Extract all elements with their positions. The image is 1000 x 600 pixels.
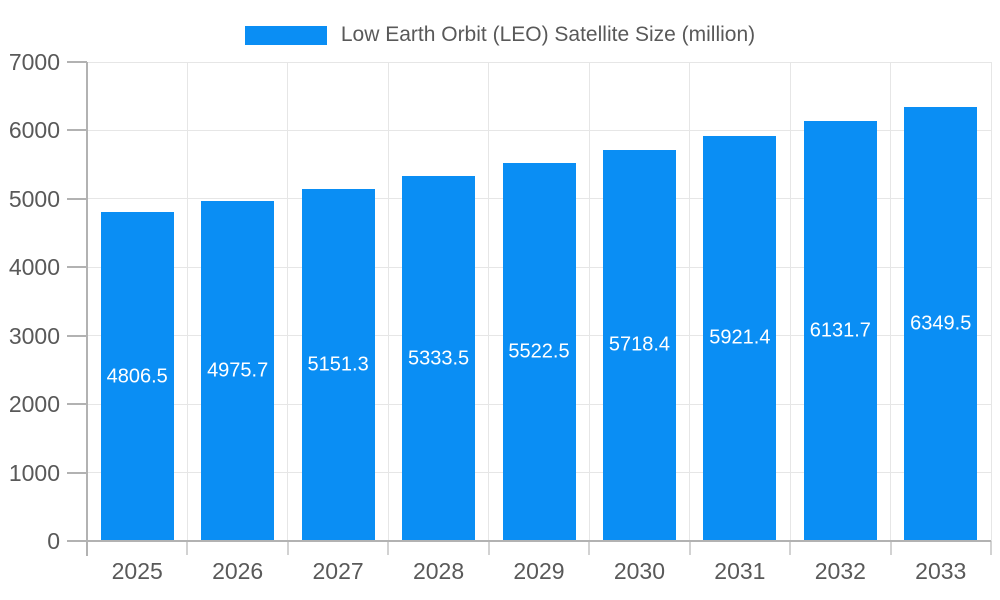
y-axis-label-4000: 4000 [8, 254, 60, 281]
y-axis-label-2000: 2000 [8, 391, 60, 418]
x-gridline-1 [186, 62, 188, 541]
x-axis-tick-7 [789, 541, 792, 555]
x-gridline-5 [588, 62, 590, 541]
x-gridline-9 [990, 62, 992, 541]
y-axis-tick-4000 [67, 266, 87, 269]
x-axis-label-2026: 2026 [212, 558, 264, 584]
y-axis-tick-7000 [67, 61, 87, 63]
chart-legend: Low Earth Orbit (LEO) Satellite Size (mi… [0, 22, 1000, 48]
bar-value-label-2030: 5718.4 [608, 333, 671, 356]
x-axis-label-2025: 2025 [111, 558, 163, 584]
x-axis-label-2027: 2027 [312, 558, 364, 584]
y-axis-label-6000: 6000 [8, 117, 60, 144]
x-axis-tick-9 [990, 541, 992, 555]
y-axis-tick-6000 [67, 129, 87, 132]
x-axis-tick-6 [688, 541, 691, 555]
x-axis-tick-8 [889, 541, 892, 555]
x-gridline-7 [789, 62, 791, 541]
x-axis-label-2030: 2030 [613, 558, 666, 584]
bar-value-label-2031: 5921.4 [709, 326, 771, 349]
bar-2027[interactable]: 5151.3 [301, 188, 375, 541]
y-axis-tick-5000 [67, 197, 87, 200]
x-axis-tick-3 [387, 541, 390, 555]
bar-value-label-2025: 4806.5 [106, 365, 168, 388]
y-axis-line [86, 62, 88, 556]
x-axis-tick-2 [286, 541, 289, 555]
y-axis-tick-2000 [67, 403, 87, 406]
x-axis-baseline [87, 540, 991, 542]
x-axis-tick-1 [186, 541, 189, 555]
x-axis-tick-5 [588, 541, 591, 555]
y-axis-label-0: 0 [47, 528, 60, 554]
bar-value-label-2027: 5151.3 [307, 353, 369, 376]
x-axis-tick-4 [487, 541, 490, 555]
bar-value-label-2032: 6131.7 [809, 319, 871, 342]
x-gridline-4 [488, 62, 490, 541]
y-axis-tick-0 [67, 540, 87, 542]
x-axis-label-2029: 2029 [513, 558, 565, 584]
y-axis-tick-3000 [67, 334, 87, 337]
bar-2030[interactable]: 5718.4 [602, 149, 676, 541]
y-gridline-6000 [87, 129, 991, 131]
x-axis-label-2028: 2028 [412, 558, 465, 584]
plot-area: 4806.5 4975.7 5151.3 5333.5 5522.5 5718.4 5921… [87, 61, 992, 541]
x-gridline-2 [287, 62, 289, 541]
y-gridline-7000 [87, 61, 991, 63]
x-gridline-8 [890, 62, 892, 541]
bar-value-label-2029: 5522.5 [508, 340, 570, 363]
x-gridline-3 [387, 62, 389, 541]
x-gridline-6 [689, 62, 691, 541]
x-axis-label-2033: 2033 [915, 558, 967, 584]
bar-value-label-2033: 6349.5 [910, 312, 972, 335]
x-axis-label-2032: 2032 [814, 558, 866, 584]
bar-value-label-2028: 5333.5 [407, 347, 470, 370]
legend-color-swatch-icon [244, 25, 327, 45]
legend-series-label: Low Earth Orbit (LEO) Satellite Size (mi… [340, 23, 756, 46]
bar-2028[interactable]: 5333.5 [402, 176, 476, 541]
bar-2031[interactable]: 5921.4 [703, 135, 777, 541]
y-axis-label-3000: 3000 [8, 322, 60, 349]
y-axis-label-1000: 1000 [8, 459, 60, 486]
y-axis-label-7000: 7000 [8, 49, 60, 75]
y-axis-label-5000: 5000 [8, 185, 60, 212]
bar-value-label-2026: 4975.7 [207, 359, 269, 382]
bar-2029[interactable]: 5522.5 [502, 163, 576, 541]
bar-2033[interactable]: 6349.5 [904, 106, 978, 541]
x-axis-label-2031: 2031 [714, 558, 766, 584]
bar-2026[interactable]: 4975.7 [201, 200, 275, 541]
bar-2032[interactable]: 6131.7 [803, 121, 877, 541]
y-axis-tick-1000 [67, 471, 87, 474]
bar-2025[interactable]: 4806.5 [100, 212, 174, 541]
